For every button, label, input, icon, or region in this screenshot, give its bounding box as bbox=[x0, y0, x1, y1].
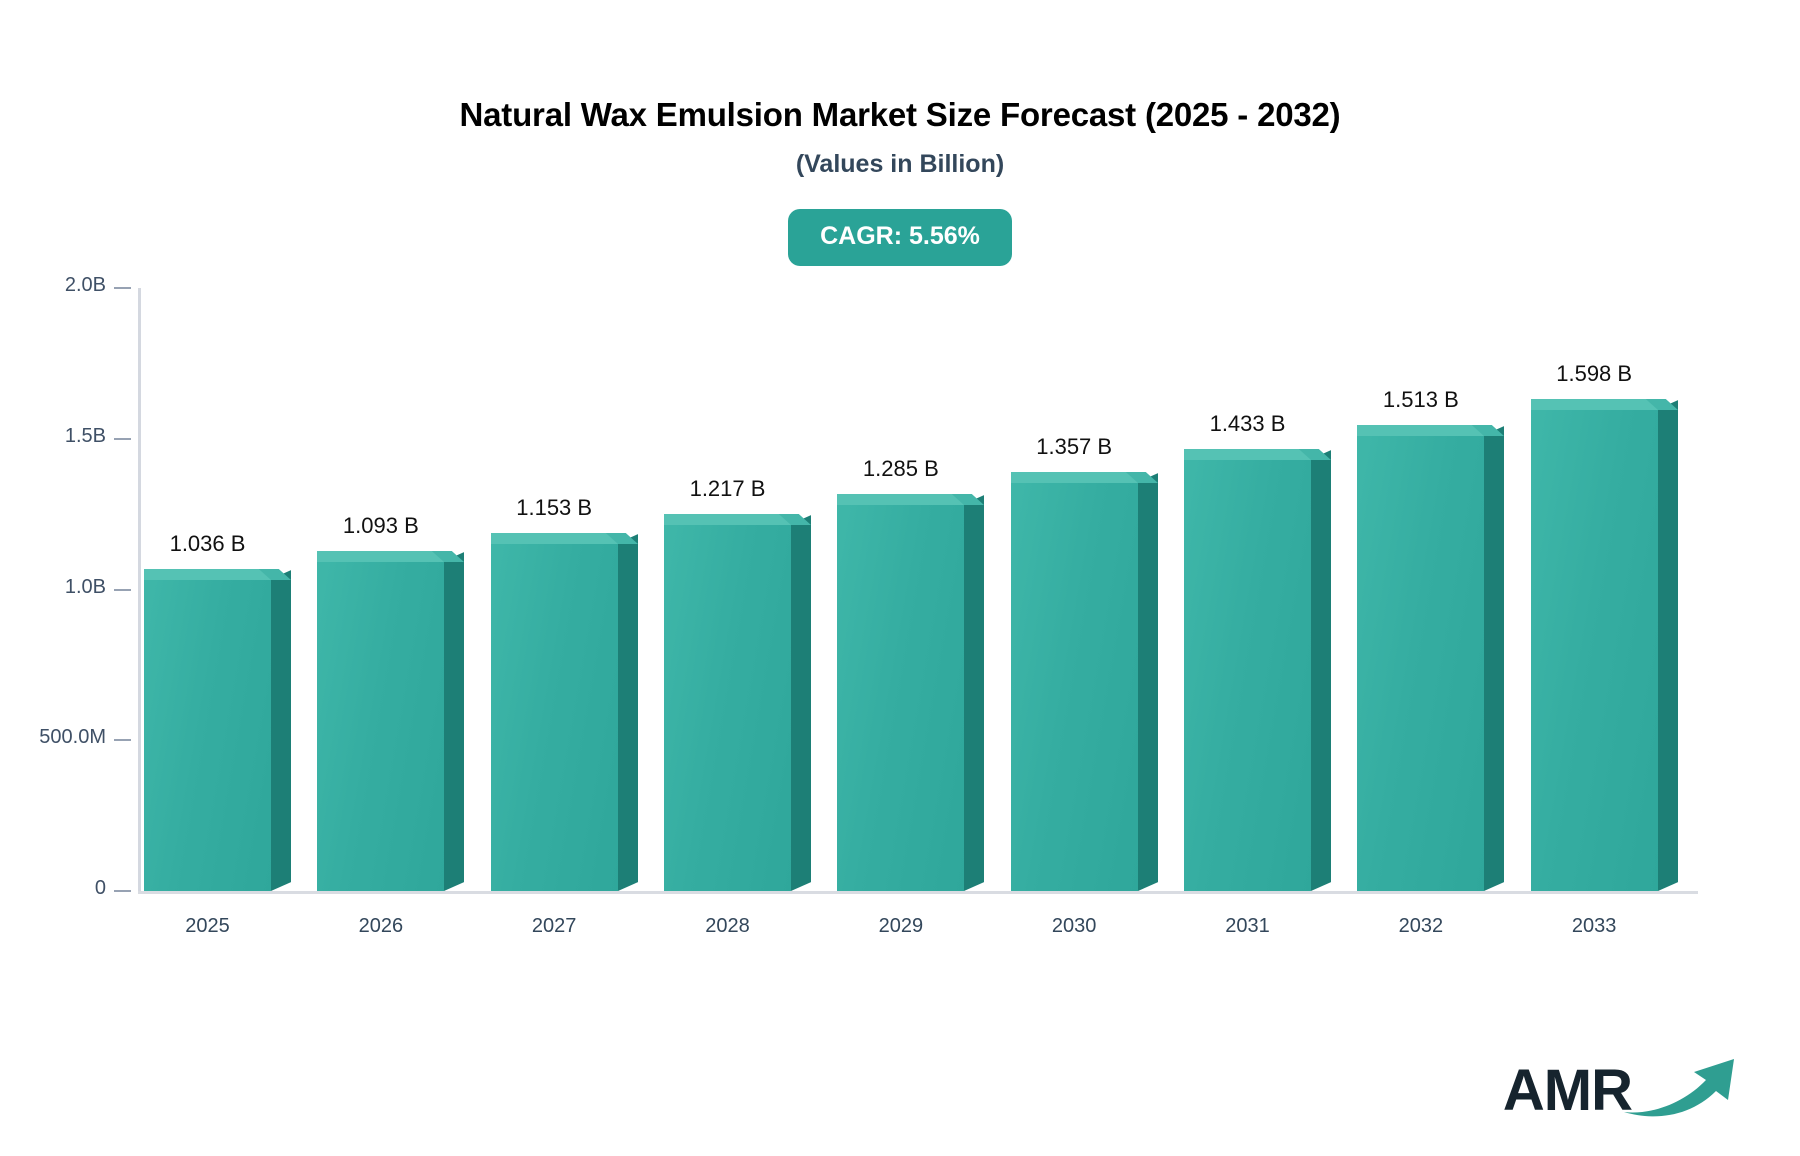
bar-side-face bbox=[1137, 472, 1158, 891]
y-axis-tick-mark bbox=[114, 437, 131, 440]
bar-front-face bbox=[317, 561, 445, 891]
bar-top-face bbox=[144, 568, 271, 580]
bar-column[interactable]: 1.093 B 2026 bbox=[317, 288, 465, 937]
bar[interactable]: 1.153 B bbox=[490, 495, 638, 891]
bar-front-face bbox=[144, 578, 271, 891]
bar-front-face bbox=[1184, 458, 1311, 891]
bar-top-face bbox=[1357, 424, 1485, 436]
bar-top-face bbox=[490, 533, 618, 545]
bar[interactable]: 1.598 B bbox=[1530, 361, 1678, 891]
bar-front-face bbox=[837, 503, 965, 891]
chart-subtitle: (Values in Billion) bbox=[795, 149, 1005, 178]
bar-column[interactable]: 1.153 B 2027 bbox=[490, 288, 638, 937]
bar-value-label: 1.357 B bbox=[1036, 433, 1113, 459]
bar-side-face bbox=[1311, 450, 1331, 891]
bar-top-face bbox=[1184, 448, 1311, 460]
bar[interactable]: 1.357 B bbox=[1010, 434, 1158, 891]
bar-value-label: 1.598 B bbox=[1556, 361, 1633, 387]
y-axis-tick-mark bbox=[114, 287, 131, 289]
y-axis-line bbox=[138, 288, 141, 891]
bar[interactable]: 1.036 B bbox=[144, 531, 291, 891]
bar-side-face bbox=[1484, 425, 1505, 891]
x-axis-category-label: 2032 bbox=[1398, 915, 1444, 937]
bar-column[interactable]: 1.285 B 2029 bbox=[837, 288, 985, 937]
bar-front-face bbox=[664, 524, 791, 891]
bar-side-face bbox=[271, 569, 291, 891]
bar-column[interactable]: 1.036 B 2025 bbox=[144, 288, 291, 937]
bar-value-label: 1.285 B bbox=[862, 455, 939, 481]
bar[interactable]: 1.433 B bbox=[1184, 411, 1331, 891]
x-axis-category-label: 2025 bbox=[185, 915, 230, 937]
y-axis-tick-label: 500.0M bbox=[39, 726, 106, 749]
x-axis-category-label: 2030 bbox=[1051, 915, 1097, 937]
bar-side-face bbox=[617, 534, 638, 891]
y-axis-tick-mark bbox=[114, 739, 131, 742]
bar-series: 1.036 B 2025 1.093 B 2026 1.153 B 2027 1.217 B… bbox=[138, 288, 1698, 937]
bar[interactable]: 1.093 B bbox=[317, 513, 465, 891]
x-axis-category-label: 2029 bbox=[878, 915, 924, 937]
bar-value-label: 1.093 B bbox=[342, 513, 419, 539]
chart-title: Natural Wax Emulsion Market Size Forecas… bbox=[459, 96, 1341, 133]
bar-value-label: 1.217 B bbox=[689, 476, 766, 502]
bar-column[interactable]: 1.217 B 2028 bbox=[664, 288, 811, 937]
bar-column[interactable]: 1.357 B 2030 bbox=[1010, 288, 1158, 937]
y-axis-tick-mark bbox=[114, 890, 131, 892]
bar[interactable]: 1.513 B bbox=[1357, 387, 1505, 891]
x-axis-category-label: 2033 bbox=[1571, 915, 1617, 937]
bar-value-label: 1.036 B bbox=[169, 530, 246, 556]
bar-top-face bbox=[837, 493, 965, 505]
amr-logo-text: AMR bbox=[1502, 1058, 1633, 1123]
y-axis-tick-label: 2.0B bbox=[64, 274, 106, 296]
bar-column[interactable]: 1.598 B 2033 bbox=[1530, 288, 1678, 937]
y-axis-tick-label: 1.5B bbox=[64, 424, 106, 447]
bar-top-face bbox=[664, 514, 791, 526]
cagr-badge-container: CAGR: 5.56% bbox=[0, 208, 1800, 267]
bar-value-label: 1.153 B bbox=[516, 495, 593, 521]
x-axis-category-label: 2027 bbox=[531, 915, 577, 937]
bar-column[interactable]: 1.513 B 2032 bbox=[1357, 288, 1505, 937]
bar-side-face bbox=[444, 552, 465, 891]
x-axis-category-label: 2026 bbox=[358, 915, 404, 937]
bar-top-face bbox=[1010, 471, 1138, 483]
bar-side-face bbox=[791, 515, 811, 891]
x-axis-line bbox=[138, 891, 1698, 894]
growth-arrow-icon bbox=[1622, 1055, 1742, 1122]
cagr-badge: CAGR: 5.56% bbox=[788, 208, 1012, 267]
bar[interactable]: 1.217 B bbox=[664, 476, 811, 891]
bar-value-label: 1.433 B bbox=[1209, 410, 1286, 436]
amr-logo: AMR bbox=[1503, 1055, 1742, 1120]
y-axis-tick-label: 1.0B bbox=[64, 575, 106, 598]
bar-side-face bbox=[1657, 400, 1678, 891]
y-axis-tick-label: 0 bbox=[94, 877, 106, 899]
x-axis-category-label: 2028 bbox=[705, 915, 750, 937]
bar-front-face bbox=[490, 543, 618, 891]
bar-front-face bbox=[1357, 434, 1485, 891]
bar-side-face bbox=[964, 494, 985, 891]
chart-header: Natural Wax Emulsion Market Size Forecas… bbox=[0, 0, 1800, 267]
y-axis-tick-mark bbox=[114, 588, 131, 591]
bar-column[interactable]: 1.433 B 2031 bbox=[1184, 288, 1331, 937]
bar[interactable]: 1.285 B bbox=[837, 456, 985, 891]
bar-top-face bbox=[1530, 399, 1658, 411]
x-axis-category-label: 2031 bbox=[1225, 915, 1270, 937]
bar-value-label: 1.513 B bbox=[1382, 386, 1459, 412]
bar-top-face bbox=[317, 551, 445, 563]
bar-front-face bbox=[1010, 481, 1138, 891]
bar-front-face bbox=[1530, 409, 1658, 891]
